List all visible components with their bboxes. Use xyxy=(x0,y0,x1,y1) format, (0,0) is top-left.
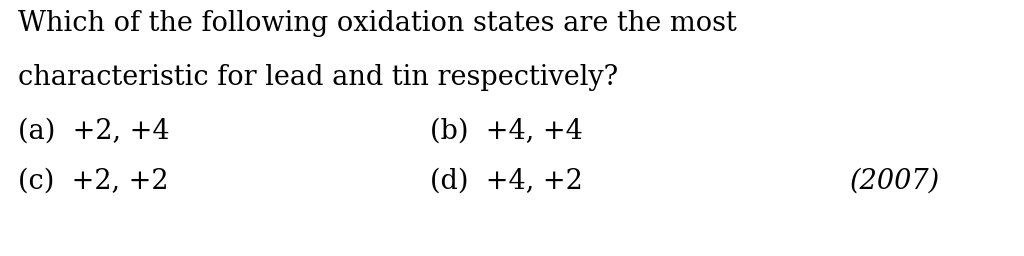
Text: (2007): (2007) xyxy=(850,168,940,195)
Text: (c)  +2, +2: (c) +2, +2 xyxy=(18,168,169,195)
Text: characteristic for lead and tin respectively?: characteristic for lead and tin respecti… xyxy=(18,64,618,91)
Text: (d)  +4, +2: (d) +4, +2 xyxy=(430,168,583,195)
Text: (a)  +2, +4: (a) +2, +4 xyxy=(18,118,170,145)
Text: Which of the following oxidation states are the most: Which of the following oxidation states … xyxy=(18,10,736,37)
Text: (b)  +4, +4: (b) +4, +4 xyxy=(430,118,583,145)
